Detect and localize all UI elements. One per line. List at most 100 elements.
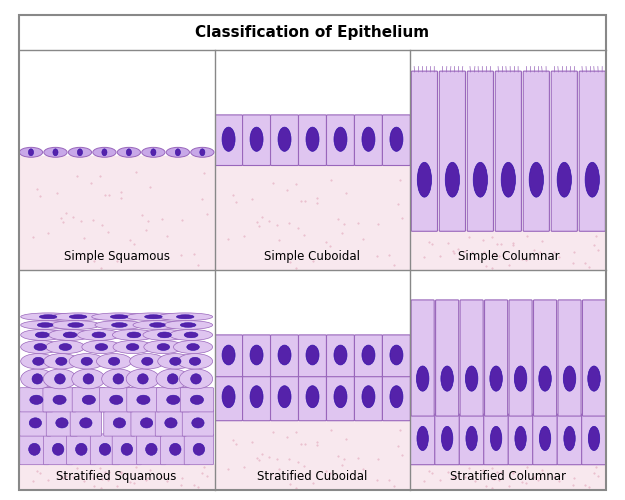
Ellipse shape [157, 344, 169, 350]
Ellipse shape [501, 162, 516, 197]
Ellipse shape [390, 345, 403, 365]
Ellipse shape [44, 354, 79, 369]
Ellipse shape [113, 418, 126, 428]
FancyBboxPatch shape [155, 410, 187, 436]
Ellipse shape [362, 127, 375, 152]
Ellipse shape [193, 444, 204, 456]
Ellipse shape [390, 127, 403, 152]
Ellipse shape [126, 149, 131, 156]
Ellipse shape [34, 344, 46, 350]
Ellipse shape [180, 322, 196, 328]
Ellipse shape [129, 354, 165, 369]
Ellipse shape [68, 322, 84, 328]
Ellipse shape [146, 444, 157, 456]
Ellipse shape [69, 314, 87, 319]
FancyBboxPatch shape [43, 434, 72, 464]
FancyBboxPatch shape [532, 414, 558, 465]
Ellipse shape [466, 426, 478, 450]
FancyBboxPatch shape [214, 335, 243, 376]
FancyBboxPatch shape [579, 71, 606, 232]
FancyBboxPatch shape [299, 115, 326, 166]
Ellipse shape [121, 444, 132, 456]
Ellipse shape [78, 330, 121, 340]
FancyBboxPatch shape [184, 434, 214, 464]
Ellipse shape [191, 148, 214, 158]
Ellipse shape [473, 162, 488, 197]
Ellipse shape [80, 418, 92, 428]
Ellipse shape [51, 320, 100, 330]
FancyBboxPatch shape [411, 71, 437, 232]
Ellipse shape [164, 320, 212, 330]
Ellipse shape [52, 444, 64, 456]
Ellipse shape [51, 313, 106, 320]
FancyBboxPatch shape [99, 388, 133, 412]
FancyBboxPatch shape [43, 388, 76, 412]
Ellipse shape [38, 322, 53, 328]
Ellipse shape [416, 366, 429, 391]
Ellipse shape [63, 332, 77, 338]
Ellipse shape [30, 395, 43, 404]
Ellipse shape [54, 374, 65, 384]
FancyBboxPatch shape [299, 335, 326, 376]
FancyBboxPatch shape [582, 300, 606, 416]
FancyBboxPatch shape [271, 115, 299, 166]
FancyBboxPatch shape [382, 374, 411, 420]
Ellipse shape [28, 149, 34, 156]
Ellipse shape [169, 444, 181, 456]
Ellipse shape [29, 444, 40, 456]
Ellipse shape [158, 313, 212, 320]
Ellipse shape [32, 358, 44, 366]
Ellipse shape [168, 374, 178, 384]
Ellipse shape [72, 369, 105, 389]
Ellipse shape [184, 332, 198, 338]
Ellipse shape [95, 320, 144, 330]
FancyBboxPatch shape [182, 410, 214, 436]
Ellipse shape [175, 149, 181, 156]
FancyBboxPatch shape [326, 335, 354, 376]
FancyBboxPatch shape [242, 115, 271, 166]
Text: Simple Cuboidal: Simple Cuboidal [264, 250, 361, 264]
FancyBboxPatch shape [411, 300, 434, 416]
Ellipse shape [158, 354, 193, 369]
Ellipse shape [92, 332, 106, 338]
FancyBboxPatch shape [91, 434, 120, 464]
FancyBboxPatch shape [214, 115, 243, 166]
Ellipse shape [118, 148, 141, 158]
Ellipse shape [306, 345, 319, 365]
FancyBboxPatch shape [439, 71, 466, 232]
Ellipse shape [112, 322, 128, 328]
Ellipse shape [491, 426, 502, 450]
Ellipse shape [56, 358, 67, 366]
FancyBboxPatch shape [271, 335, 299, 376]
Ellipse shape [142, 148, 165, 158]
Ellipse shape [417, 426, 428, 450]
Ellipse shape [29, 418, 42, 428]
FancyBboxPatch shape [67, 434, 96, 464]
Ellipse shape [56, 418, 68, 428]
Ellipse shape [126, 313, 181, 320]
FancyBboxPatch shape [582, 414, 606, 465]
Ellipse shape [127, 332, 141, 338]
Ellipse shape [83, 374, 94, 384]
Text: Simple Squamous: Simple Squamous [64, 250, 169, 264]
Ellipse shape [191, 395, 204, 404]
Ellipse shape [111, 314, 128, 319]
Ellipse shape [222, 386, 235, 407]
FancyBboxPatch shape [271, 374, 299, 420]
Ellipse shape [99, 444, 111, 456]
Ellipse shape [278, 345, 291, 365]
Ellipse shape [36, 332, 49, 338]
Ellipse shape [191, 374, 201, 384]
FancyBboxPatch shape [382, 115, 411, 166]
FancyBboxPatch shape [326, 374, 354, 420]
Ellipse shape [515, 426, 526, 450]
FancyBboxPatch shape [137, 434, 166, 464]
Ellipse shape [126, 344, 139, 350]
Ellipse shape [362, 345, 375, 365]
FancyBboxPatch shape [460, 300, 483, 416]
Ellipse shape [21, 369, 54, 389]
Ellipse shape [179, 369, 213, 389]
Ellipse shape [278, 386, 291, 407]
Ellipse shape [250, 386, 263, 407]
FancyBboxPatch shape [104, 410, 135, 436]
